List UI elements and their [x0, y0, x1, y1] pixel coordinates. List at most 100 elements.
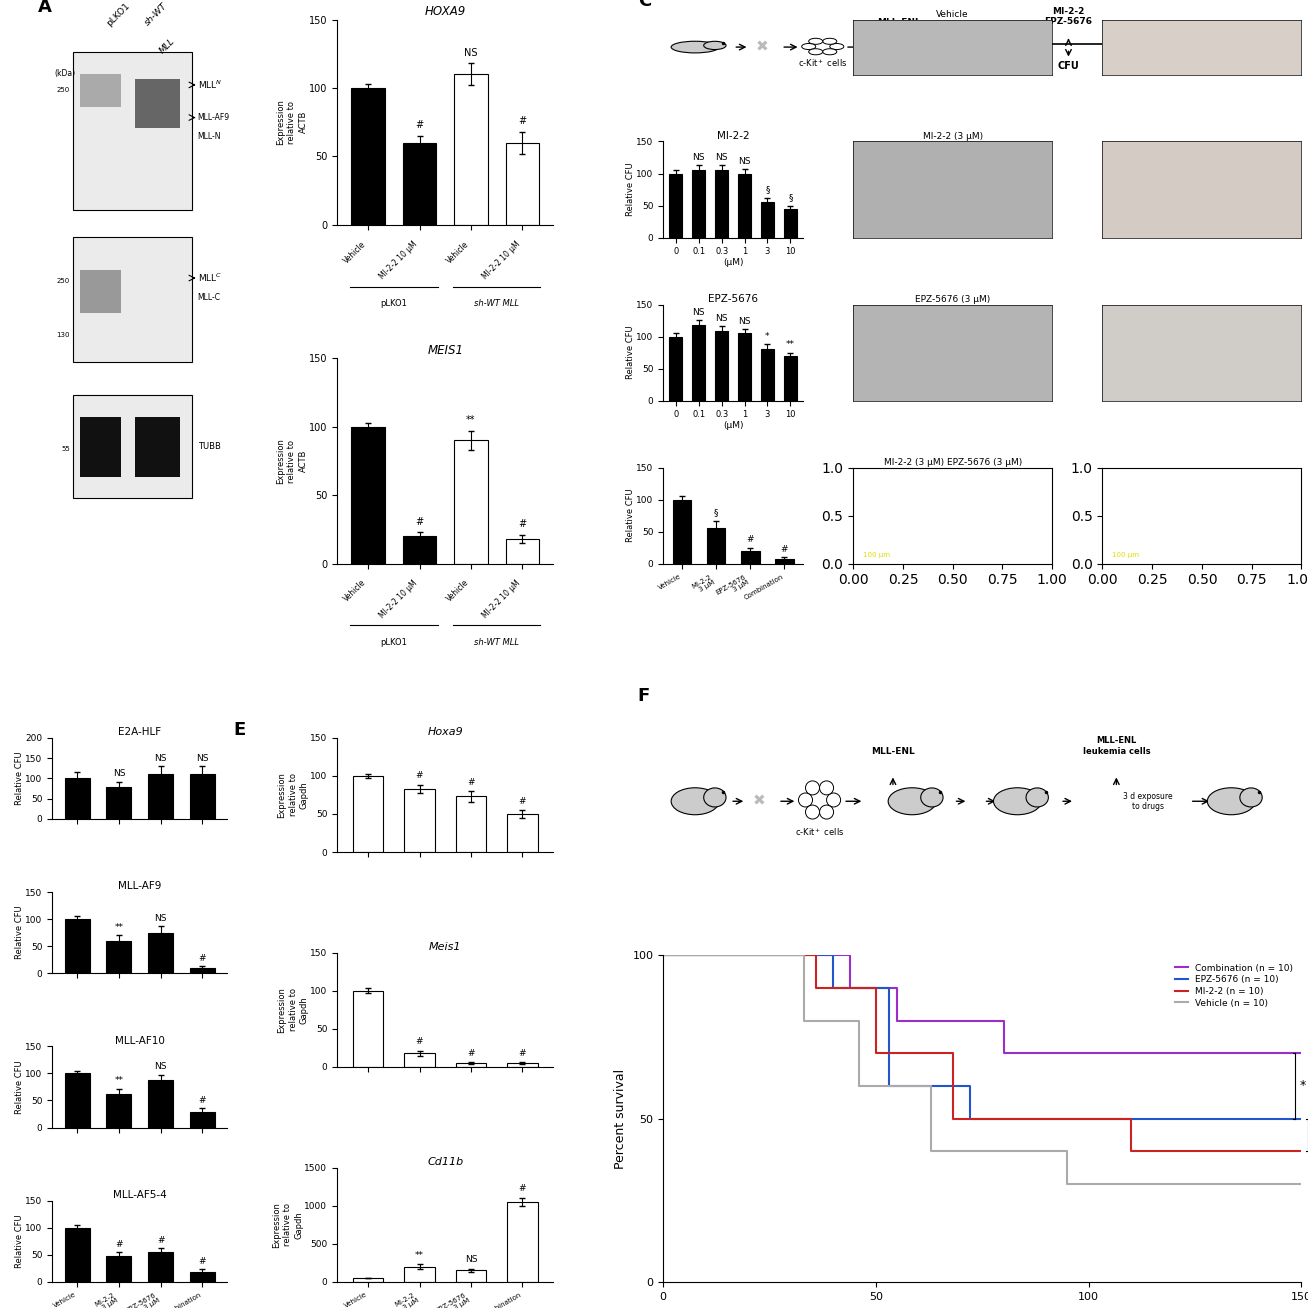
Text: MLL-AF9: MLL-AF9	[198, 112, 230, 122]
Title: MI-2-2: MI-2-2	[717, 131, 749, 141]
FancyBboxPatch shape	[80, 417, 120, 476]
Text: *: *	[1299, 1079, 1305, 1092]
Bar	[761, 203, 774, 238]
Text: #: #	[518, 116, 527, 127]
Bar	[672, 500, 692, 564]
Text: **: **	[786, 340, 795, 349]
Bar	[190, 1112, 215, 1127]
Bar	[670, 174, 681, 238]
Combination (n = 10)	[842, 947, 858, 963]
Text: MLL-ENL: MLL-ENL	[878, 18, 921, 27]
Text: MLL$^C$: MLL$^C$	[198, 272, 222, 284]
Text: MI-2-2 10 μM: MI-2-2 10 μM	[378, 239, 420, 281]
Circle shape	[798, 793, 812, 807]
EPZ-5676 (n = 10)	[880, 1078, 896, 1093]
Ellipse shape	[704, 787, 726, 807]
Vehicle (n = 10)	[923, 1078, 939, 1093]
Text: NS: NS	[692, 153, 705, 162]
Title: MLL-AF10: MLL-AF10	[115, 1036, 165, 1045]
Y-axis label: Relative CFU: Relative CFU	[625, 162, 634, 216]
Bar	[148, 1252, 173, 1282]
Bar	[106, 1093, 132, 1127]
EPZ-5676 (n = 10)	[655, 947, 671, 963]
MI-2-2 (n = 10)	[869, 1045, 884, 1061]
Combination (n = 10)	[889, 980, 905, 995]
Text: #: #	[416, 517, 424, 527]
Line: Vehicle (n = 10): Vehicle (n = 10)	[663, 955, 1301, 1184]
Text: MLL-N: MLL-N	[198, 132, 221, 141]
Circle shape	[820, 781, 833, 795]
Vehicle (n = 10)	[852, 1012, 867, 1028]
Text: 250: 250	[56, 88, 69, 93]
Bar	[190, 968, 215, 973]
Bar	[715, 170, 729, 238]
Text: NS: NS	[154, 914, 167, 923]
Title: Cd11b: Cd11b	[428, 1156, 463, 1167]
Bar	[455, 1063, 487, 1067]
Bar	[148, 1080, 173, 1127]
Y-axis label: Expression
relative to
Gapdh: Expression relative to Gapdh	[272, 1202, 303, 1248]
Text: #: #	[157, 1236, 165, 1245]
Text: 130: 130	[56, 332, 69, 339]
Bar	[454, 75, 488, 225]
Text: NS: NS	[738, 317, 751, 326]
Bar	[403, 143, 437, 225]
Text: NS: NS	[154, 1062, 167, 1071]
Text: MLL-ENL
leukemia cells: MLL-ENL leukemia cells	[1083, 736, 1150, 756]
MI-2-2 (n = 10)	[808, 980, 824, 995]
Text: C: C	[637, 0, 651, 10]
Bar	[404, 1053, 436, 1067]
Text: NS: NS	[738, 157, 751, 166]
Ellipse shape	[704, 42, 726, 50]
Circle shape	[806, 781, 820, 795]
Text: **: **	[115, 923, 123, 933]
Bar	[65, 920, 90, 973]
EPZ-5676 (n = 10)	[825, 980, 841, 995]
Title: MEIS1: MEIS1	[428, 344, 463, 357]
Text: #: #	[519, 1185, 526, 1193]
Ellipse shape	[888, 787, 937, 815]
Text: **: **	[115, 1076, 123, 1086]
MI-2-2 (n = 10)	[869, 980, 884, 995]
Bar	[148, 933, 173, 973]
Bar	[508, 1063, 538, 1067]
Ellipse shape	[927, 42, 950, 50]
Text: #: #	[747, 535, 753, 544]
Text: MI-2-2 10 μM: MI-2-2 10 μM	[378, 578, 420, 620]
Bar	[404, 789, 436, 852]
Text: E: E	[233, 721, 246, 739]
Combination (n = 10)	[995, 1045, 1011, 1061]
Text: #: #	[199, 1096, 207, 1105]
Bar	[715, 331, 729, 400]
Title: Vehicle: Vehicle	[937, 10, 969, 18]
Text: NS: NS	[112, 769, 126, 778]
Ellipse shape	[671, 787, 719, 815]
Text: #: #	[115, 1240, 123, 1249]
Text: MLL: MLL	[157, 37, 177, 55]
Title: Hoxa9: Hoxa9	[428, 727, 463, 736]
Text: pLKO1: pLKO1	[105, 1, 132, 27]
Title: MI-2-2 (3 μM) EPZ-5676 (3 μM): MI-2-2 (3 μM) EPZ-5676 (3 μM)	[884, 458, 1022, 467]
Bar	[783, 209, 797, 238]
Combination (n = 10)	[1294, 1045, 1308, 1061]
Vehicle (n = 10)	[655, 947, 671, 963]
Bar	[65, 1228, 90, 1282]
Bar	[65, 778, 90, 819]
Circle shape	[829, 43, 844, 50]
Ellipse shape	[895, 42, 943, 52]
Bar	[774, 559, 794, 564]
Text: F: F	[637, 687, 650, 705]
Bar	[190, 773, 215, 819]
MI-2-2 (n = 10)	[944, 1110, 960, 1126]
Text: Vehicle: Vehicle	[343, 239, 368, 266]
Ellipse shape	[1025, 787, 1049, 807]
Circle shape	[827, 793, 841, 807]
Text: MI-2-2 10 μM: MI-2-2 10 μM	[481, 239, 522, 281]
Vehicle (n = 10)	[1059, 1143, 1075, 1159]
Text: sh-WT MLL: sh-WT MLL	[475, 637, 519, 646]
FancyBboxPatch shape	[73, 237, 192, 362]
EPZ-5676 (n = 10)	[961, 1110, 977, 1126]
Bar	[148, 774, 173, 819]
Y-axis label: Relative CFU: Relative CFU	[625, 489, 634, 543]
Title: MI-2-2 (3 μM): MI-2-2 (3 μM)	[922, 132, 982, 141]
